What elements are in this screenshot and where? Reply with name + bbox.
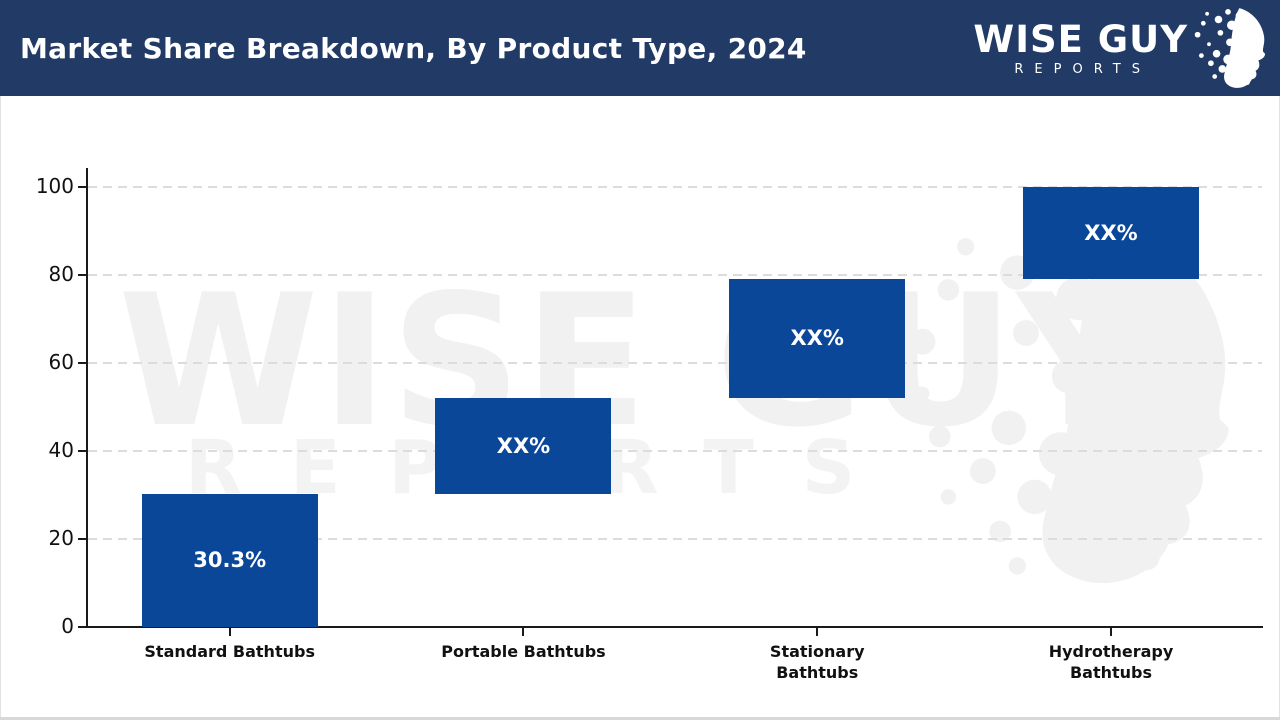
bottom-border (0, 717, 1280, 720)
logo-subtitle: REPORTS (1014, 61, 1151, 77)
y-tick-label: 20 (48, 526, 74, 550)
header-bar: Market Share Breakdown, By Product Type,… (0, 0, 1280, 96)
category-label-line: Hydrotherapy (1048, 642, 1174, 661)
bar-value-label: XX% (790, 326, 844, 351)
bar-value-label: XX% (1084, 220, 1138, 245)
x-axis-line (86, 626, 1263, 628)
category-label: Hydrotherapy Bathtubs (971, 641, 1251, 683)
gridline (88, 274, 1262, 276)
category-label-line: Bathtubs (1069, 663, 1153, 682)
logo-text: WISE GUY REPORTS (973, 21, 1188, 76)
bar: XX% (729, 278, 906, 399)
logo-face-icon (1194, 8, 1266, 88)
y-tick-label: 0 (61, 614, 74, 638)
bar: XX% (1023, 187, 1199, 279)
gridline (88, 362, 1262, 364)
y-tick (78, 186, 86, 188)
x-tick (1110, 628, 1112, 636)
bar-value-label: XX% (496, 433, 551, 458)
category-label-line: Bathtubs (776, 663, 859, 682)
category-label-line: Stationary (769, 642, 865, 661)
logo-wordmark: WISE GUY (973, 17, 1188, 61)
y-tick (78, 538, 86, 540)
y-tick (78, 450, 86, 452)
y-tick (78, 274, 86, 276)
watermark-text: WISE GUY (118, 255, 1151, 467)
gridline (88, 538, 1262, 540)
category-label: Standard Bathtubs (90, 641, 370, 662)
page-title: Market Share Breakdown, By Product Type,… (20, 31, 807, 65)
gridline (88, 186, 1262, 188)
x-tick (522, 628, 525, 636)
gridline (88, 450, 1262, 452)
watermark-face-icon (909, 220, 1229, 584)
category-label: Portable Bathtubs (383, 641, 663, 662)
category-label: Stationary Bathtubs (677, 641, 957, 683)
category-label-line: Standard Bathtubs (144, 642, 315, 661)
y-axis-line (86, 168, 88, 628)
y-tick (78, 362, 86, 364)
bar: 30.3% (141, 493, 318, 627)
bar: XX% (435, 398, 612, 494)
y-tick-label: 40 (48, 438, 74, 462)
x-tick (816, 628, 819, 636)
y-tick (78, 626, 86, 628)
y-tick-label: 100 (35, 174, 74, 198)
x-tick (228, 628, 231, 636)
category-label-line: Portable Bathtubs (441, 642, 606, 661)
bar-value-label: 30.3% (193, 548, 267, 573)
y-tick-label: 80 (48, 262, 74, 286)
y-tick-label: 60 (48, 350, 74, 374)
logo: WISE GUY REPORTS (973, 6, 1266, 90)
